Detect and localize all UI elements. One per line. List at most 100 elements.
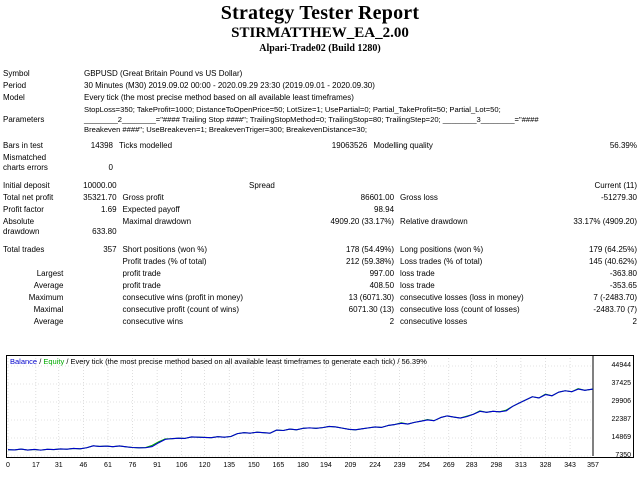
y-tick-label: 14869 (611, 433, 631, 441)
mismatched-charts-errors-value: 0 (108, 163, 113, 172)
x-tick-label: 31 (54, 462, 63, 469)
x-tick-label: 165 (272, 462, 285, 469)
row-parameters: Parameters StopLoss=350; TakeProfit=1000… (0, 104, 640, 136)
max-consecutive-losses-label: consecutive losses (loss in money) (400, 293, 524, 302)
empty-cell-g (397, 204, 527, 216)
max-consecutive-losses-value: 7 (-2483.70) (593, 293, 637, 302)
bars-in-test-label: Bars in test (3, 141, 44, 150)
period-value: 30 Minutes (M30) 2019.09.02 00:00 - 2020… (84, 81, 375, 90)
x-tick-label: 194 (320, 462, 332, 469)
x-tick-label: 269 (442, 462, 455, 469)
gross-loss-label: Gross loss (400, 193, 438, 202)
x-tick-label: 343 (564, 462, 576, 469)
gross-profit-label: Gross profit (122, 193, 164, 202)
avg-consecutive-wins-value: 2 (389, 317, 395, 326)
gross-loss-value: -51279.30 (600, 193, 637, 202)
parameters-line-3: Breakeven ####"; UseBreakeven=1; Breakev… (84, 125, 367, 134)
long-positions-value: 179 (64.25%) (588, 245, 637, 254)
empty-cell-k (66, 268, 119, 280)
x-tick-label: 180 (297, 462, 309, 469)
profit-trades-value: 212 (59.38%) (346, 257, 395, 266)
total-trades-label: Total trades (3, 245, 45, 254)
profit-trades-label: Profit trades (% of total) (122, 257, 207, 266)
maximum-label: Maximum (28, 293, 64, 302)
maximal-drawdown-value: 4909.20 (33.17%) (330, 217, 395, 226)
largest-label: Largest (36, 269, 64, 278)
symbol-value: GBPUSD (Great Britain Pound vs US Dollar… (84, 69, 243, 78)
relative-drawdown-value: 33.17% (4909.20) (573, 217, 637, 226)
row-average-consecutive: Average consecutive wins 2 consecutive l… (0, 316, 640, 328)
maximal-label: Maximal (33, 305, 64, 314)
x-tick-label: 209 (344, 462, 357, 469)
empty-cell-a (116, 152, 254, 174)
relative-drawdown-label: Relative drawdown (400, 217, 468, 226)
y-tick-label: 29906 (611, 398, 631, 405)
parameters-line-1: StopLoss=350; TakeProfit=1000; DistanceT… (84, 105, 501, 114)
model-value: Every tick (the most precise method base… (84, 93, 354, 102)
maximal-drawdown-label: Maximal drawdown (122, 217, 192, 226)
page-title: Strategy Tester Report (220, 2, 420, 24)
modelling-table: Bars in test 14398 Ticks modelled 190635… (0, 140, 640, 174)
spread-value: Current (11) (594, 181, 637, 190)
average-profit-trade-label: profit trade (122, 281, 161, 290)
x-tick-label: 283 (465, 462, 478, 469)
x-tick-label: 0 (6, 462, 10, 469)
x-tick-label: 150 (247, 462, 260, 469)
largest-loss-trade-label: loss trade (400, 269, 435, 278)
legend-description: Every tick (the most precise method base… (70, 357, 427, 366)
row-total-trades: Total trades 357 Short positions (won %)… (0, 244, 640, 256)
loss-trades-label: Loss trades (% of total) (400, 257, 483, 266)
y-tick-label: 7350 (615, 452, 631, 458)
empty-cell-n (66, 304, 119, 316)
report-header: Strategy Tester Report STIRMATTHEW_EA_2.… (0, 0, 640, 56)
legend-equity-label: Equity (43, 357, 65, 366)
expected-payoff-value: 98.94 (374, 205, 395, 214)
x-tick-label: 298 (490, 462, 503, 469)
x-tick-label: 17 (31, 462, 40, 469)
parameters-label: Parameters (3, 115, 45, 124)
largest-profit-trade-value: 997.00 (369, 269, 395, 278)
avg-consecutive-losses-value: 2 (632, 317, 637, 326)
row-absolute-drawdown: Absolute drawdown 633.80 Maximal drawdow… (0, 216, 640, 238)
absolute-drawdown-label: Absolute drawdown (3, 217, 40, 236)
test-info-table: Symbol GBPUSD (Great Britain Pound vs US… (0, 62, 640, 136)
max-consecutive-wins-value: 13 (6071.30) (348, 293, 395, 302)
empty-cell-l (66, 280, 119, 292)
row-maximal: Maximal consecutive profit (count of win… (0, 304, 640, 316)
row-bars-in-test: Bars in test 14398 Ticks modelled 190635… (0, 140, 640, 152)
long-positions-label: Long positions (won %) (400, 245, 484, 254)
loss-trades-value: 145 (40.62%) (588, 257, 637, 266)
row-average: Average profit trade 408.50 loss trade -… (0, 280, 640, 292)
row-profit-factor: Profit factor 1.69 Expected payoff 98.94 (0, 204, 640, 216)
x-tick-label: 61 (104, 462, 112, 469)
total-net-profit-label: Total net profit (3, 193, 54, 202)
empty-cell-h (527, 204, 640, 216)
x-tick-label: 357 (587, 462, 599, 469)
x-tick-label: 313 (515, 462, 527, 469)
profit-factor-value: 1.69 (100, 205, 117, 214)
symbol-label: Symbol (3, 69, 30, 78)
legend-balance-label: Balance (10, 357, 38, 366)
empty-cell-i (0, 256, 66, 268)
x-tick-label: 239 (393, 462, 406, 469)
empty-cell-j (66, 256, 119, 268)
row-symbol: Symbol GBPUSD (Great Britain Pound vs US… (0, 68, 640, 80)
total-trades-value: 357 (103, 245, 117, 254)
maximal-consecutive-loss-value: -2483.70 (7) (593, 305, 637, 314)
empty-cell-d (524, 152, 640, 174)
row-mismatched-errors: Mismatched charts errors 0 (0, 152, 640, 174)
chart-legend: Balance / Equity / Every tick (the most … (10, 357, 427, 366)
ticks-modelled-label: Ticks modelled (119, 141, 173, 150)
profit-factor-label: Profit factor (3, 205, 44, 214)
ea-name: STIRMATTHEW_EA_2.00 (231, 25, 409, 41)
short-positions-value: 178 (54.49%) (346, 245, 395, 254)
x-tick-label: 76 (128, 462, 137, 469)
modelling-quality-value: 56.39% (609, 141, 637, 150)
model-label: Model (3, 93, 25, 102)
x-tick-label: 46 (79, 462, 88, 469)
parameters-line-2: ________2________="#### Trailing Stop ##… (84, 115, 539, 124)
total-net-profit-value: 35321.70 (83, 193, 117, 202)
y-tick-label: 22387 (611, 416, 631, 423)
average-loss-trade-value: -353.65 (609, 281, 637, 290)
row-total-net-profit: Total net profit 35321.70 Gross profit 8… (0, 192, 640, 204)
